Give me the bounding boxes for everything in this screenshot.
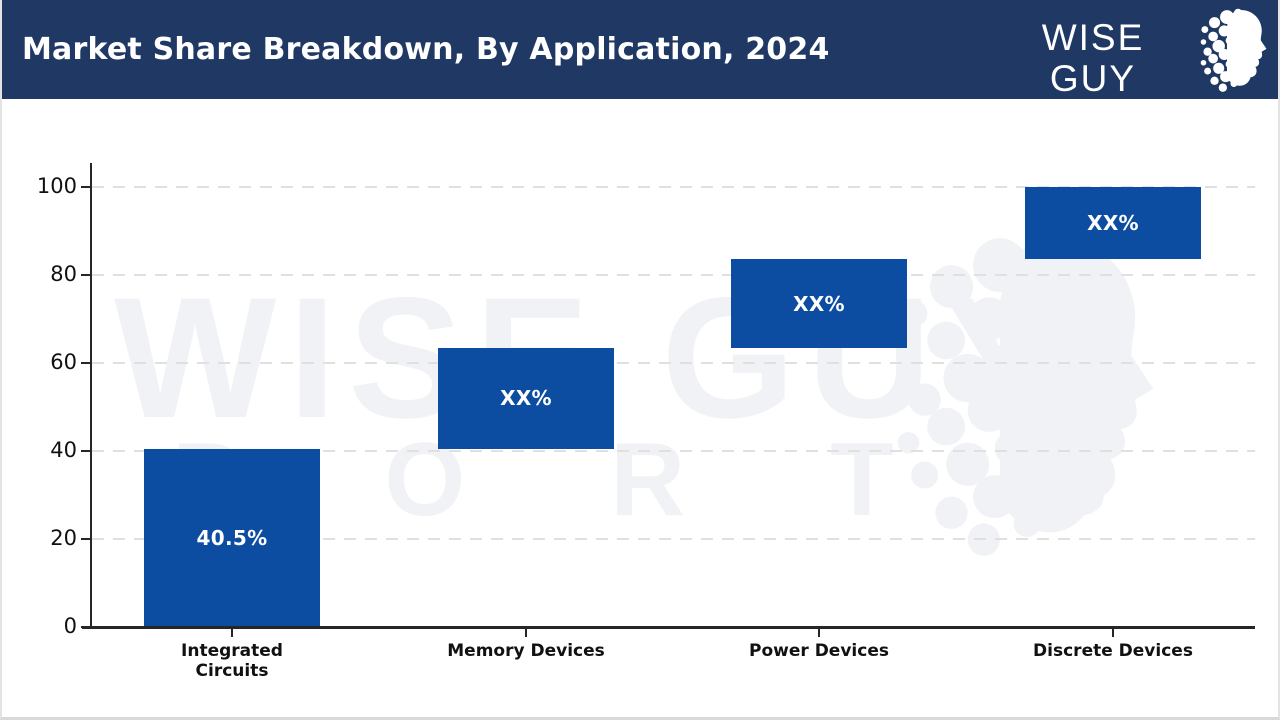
gridline bbox=[92, 449, 1255, 452]
gridline bbox=[92, 273, 1255, 276]
logo-reports-text: REPORTS bbox=[1023, 101, 1169, 118]
x-tick-mark bbox=[231, 629, 233, 637]
gridline bbox=[92, 537, 1255, 540]
logo-wiseguy-text: WISE GUY bbox=[1041, 17, 1145, 99]
y-tick-label: 60 bbox=[50, 349, 77, 374]
y-tick-mark bbox=[81, 273, 90, 276]
x-category-label: Power Devices bbox=[749, 641, 889, 661]
logo-text: WISE GUY REPORTS bbox=[1002, 17, 1184, 118]
y-tick-mark bbox=[81, 361, 90, 364]
x-axis-line bbox=[82, 626, 1255, 629]
bar: 40.5% bbox=[144, 448, 320, 627]
y-axis-line bbox=[90, 163, 92, 629]
y-tick-label: 0 bbox=[63, 614, 77, 638]
bar: XX% bbox=[731, 259, 907, 348]
bar-value-label: XX% bbox=[793, 291, 845, 316]
y-tick-mark bbox=[81, 537, 90, 540]
gridline bbox=[92, 361, 1255, 364]
x-category-label: Discrete Devices bbox=[1033, 641, 1193, 661]
bar: XX% bbox=[1025, 186, 1201, 260]
y-tick-mark bbox=[81, 449, 90, 452]
y-tick-label: 80 bbox=[50, 261, 77, 286]
x-tick-mark bbox=[525, 629, 527, 637]
bar: XX% bbox=[438, 347, 614, 449]
y-tick-label: 20 bbox=[50, 525, 77, 550]
x-category-label: Memory Devices bbox=[447, 641, 605, 661]
y-tick-mark bbox=[81, 185, 90, 188]
header-bar: Market Share Breakdown, By Application, … bbox=[2, 0, 1278, 117]
x-tick-mark bbox=[1112, 629, 1114, 637]
wiseguy-face-icon bbox=[1200, 8, 1267, 92]
bar-value-label: XX% bbox=[500, 386, 552, 411]
bar-value-label: XX% bbox=[1087, 210, 1139, 235]
y-tick-label: 40 bbox=[50, 437, 77, 462]
x-tick-mark bbox=[818, 629, 820, 637]
gridline bbox=[92, 185, 1255, 188]
bar-value-label: 40.5% bbox=[196, 525, 268, 550]
y-tick-label: 100 bbox=[36, 173, 77, 198]
wiseguy-logo: WISE GUY REPORTS bbox=[1002, 4, 1272, 117]
page-title: Market Share Breakdown, By Application, … bbox=[22, 32, 830, 67]
x-category-label: Integrated Circuits bbox=[181, 641, 283, 682]
